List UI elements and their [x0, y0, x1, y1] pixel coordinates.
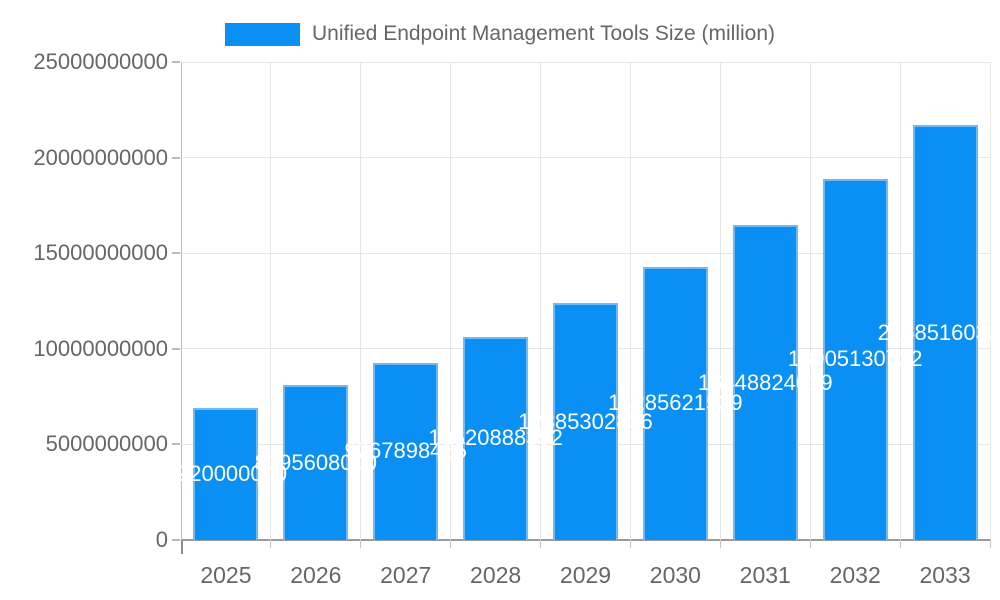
bar[interactable]: [912, 125, 978, 540]
y-axis-tick-label: 15000000000: [33, 240, 168, 266]
x-axis-tick: [270, 540, 272, 548]
x-gridline: [540, 62, 542, 540]
y-axis-tick-label: 25000000000: [33, 49, 168, 74]
x-axis-tick-label: 2025: [200, 562, 252, 588]
bar[interactable]: [463, 336, 529, 540]
y-axis-tick-label: 10000000000: [33, 335, 168, 361]
x-axis-tick-label: 2029: [559, 562, 612, 588]
bar[interactable]: [553, 303, 618, 540]
y-gridline: [181, 252, 990, 254]
bar[interactable]: [642, 266, 708, 540]
y-axis-tick-label: 0: [155, 527, 168, 552]
x-gridline: [629, 62, 631, 540]
y-axis-tick: [172, 347, 180, 350]
legend-swatch: [224, 22, 300, 46]
y-axis-tick-label: 20000000000: [33, 144, 168, 170]
x-axis-tick: [809, 540, 811, 548]
x-axis-tick-label: 2032: [829, 562, 881, 588]
y-gridline: [181, 157, 990, 159]
x-gridline: [270, 62, 272, 540]
x-axis-tick-label: 2028: [470, 562, 522, 588]
x-gridline: [360, 62, 362, 540]
y-axis-tick-label: 5000000000: [45, 431, 168, 457]
x-axis-tick: [360, 540, 362, 548]
y-axis-tick: [172, 156, 180, 159]
y-axis-tick: [172, 252, 180, 255]
x-axis-tick: [540, 540, 542, 548]
x-gridline: [899, 62, 901, 540]
x-axis-tick-label: 2031: [739, 562, 791, 588]
bar[interactable]: [373, 362, 439, 540]
legend-label: Unified Endpoint Management Tools Size (…: [311, 22, 775, 45]
x-axis-tick-label: 2033: [919, 562, 971, 588]
y-axis-tick: [172, 539, 180, 541]
bar[interactable]: [732, 225, 798, 540]
x-axis-tick: [629, 540, 631, 548]
y-gridline: [181, 61, 990, 63]
x-axis-tick-label: 2030: [649, 562, 701, 588]
bar[interactable]: [193, 407, 259, 540]
y-axis-tick: [172, 443, 180, 446]
x-gridline: [809, 62, 811, 540]
x-gridline: [989, 62, 991, 540]
bar[interactable]: [283, 385, 349, 540]
x-axis-line: [181, 539, 990, 541]
x-axis-tick: [450, 540, 452, 548]
x-gridline: [450, 62, 452, 540]
y-axis-line: [180, 62, 182, 540]
bar[interactable]: [822, 178, 888, 540]
chart-legend[interactable]: Unified Endpoint Management Tools Size (…: [0, 22, 1000, 46]
y-axis-tick: [172, 61, 180, 63]
x-axis-tick-label: 2027: [380, 562, 432, 588]
x-axis-tick: [180, 540, 183, 554]
x-axis-tick: [989, 540, 991, 548]
x-axis-tick: [719, 540, 721, 548]
x-gridline: [719, 62, 721, 540]
x-axis-tick-label: 2026: [290, 562, 342, 588]
x-axis-tick: [899, 540, 901, 548]
